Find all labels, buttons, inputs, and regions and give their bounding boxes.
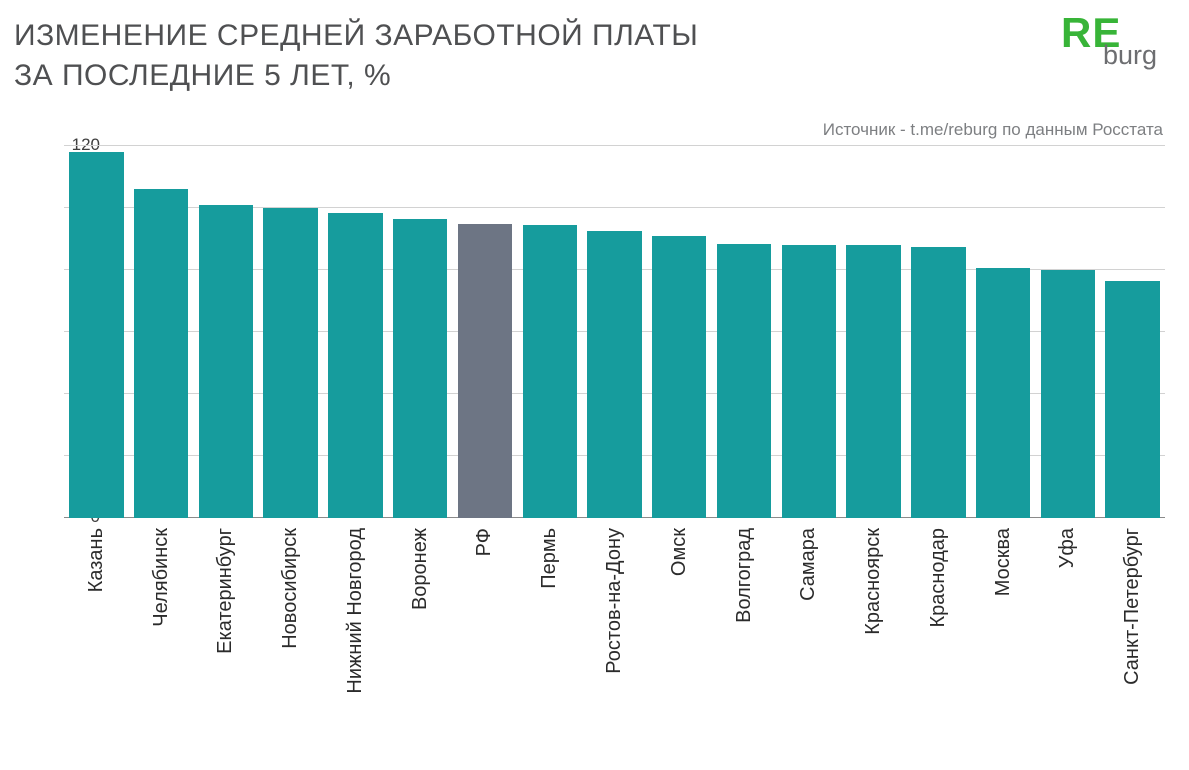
bar-Краснодар bbox=[911, 246, 966, 518]
logo-re-text: RE bbox=[1061, 9, 1122, 56]
x-label-slot: Уфа bbox=[1035, 528, 1100, 768]
bar-Уфа bbox=[1040, 270, 1096, 518]
bar-РФ bbox=[457, 223, 513, 518]
bar-Нижний Новгород bbox=[328, 212, 383, 518]
bar-slot bbox=[906, 146, 971, 518]
gridline bbox=[64, 145, 1165, 146]
page-title: ИЗМЕНЕНИЕ СРЕДНЕЙ ЗАРАБОТНОЙ ПЛАТЫ ЗА ПО… bbox=[14, 16, 698, 96]
bar-slot bbox=[517, 146, 582, 518]
x-axis-label: Ростов-на-Дону bbox=[603, 528, 625, 674]
gridline bbox=[64, 207, 1165, 208]
logo-burg-text: burg bbox=[1103, 40, 1158, 70]
bar-slot bbox=[194, 146, 259, 518]
x-axis-label: Красноярск bbox=[862, 528, 885, 635]
x-label-slot: Казань bbox=[64, 528, 129, 768]
bar-chart: 020406080100120 Казань Челябинск Екатеринб… bbox=[14, 135, 1165, 768]
x-label-slot: Новосибирск bbox=[258, 528, 323, 768]
x-axis-label: Пермь bbox=[538, 528, 561, 589]
x-axis-label: Челябинск bbox=[149, 528, 172, 627]
y-tick-label: 120 bbox=[71, 135, 100, 154]
bar-Санкт-Петербург bbox=[1105, 280, 1160, 518]
x-axis-label: Волгоград bbox=[732, 528, 755, 623]
x-axis-labels: Казань Челябинск Екатеринбург Новосибирск Ни… bbox=[64, 528, 1165, 768]
reburg-logo: RE burg bbox=[1061, 12, 1171, 69]
bars-container bbox=[64, 146, 1165, 518]
source-attribution: Источник - t.me/reburg по данным Росстат… bbox=[822, 120, 1163, 139]
x-axis-label: Самара bbox=[797, 528, 820, 601]
x-label-slot: Красноярск bbox=[841, 528, 906, 768]
bar-Екатеринбург bbox=[198, 204, 254, 518]
x-axis-label: Москва bbox=[991, 528, 1014, 597]
x-axis-label: Казань bbox=[84, 528, 107, 593]
bar-slot bbox=[971, 146, 1036, 518]
bar-slot bbox=[776, 146, 841, 518]
x-label-slot: РФ bbox=[453, 528, 518, 768]
x-axis-label: Новосибирск bbox=[279, 528, 302, 649]
bar-Красноярск bbox=[846, 245, 901, 518]
x-axis-label: РФ bbox=[473, 528, 496, 557]
title-line-1: ИЗМЕНЕНИЕ СРЕДНЕЙ ЗАРАБОТНОЙ ПЛАТЫ bbox=[14, 19, 699, 52]
x-label-slot: Москва bbox=[971, 528, 1036, 768]
bar-Самара bbox=[781, 245, 836, 518]
x-axis-label: Краснодар bbox=[926, 528, 949, 628]
bar-Казань bbox=[69, 152, 124, 518]
bar-Москва bbox=[975, 268, 1031, 518]
bar-Воронеж bbox=[393, 218, 448, 518]
bar-slot bbox=[453, 146, 518, 518]
bar-slot bbox=[841, 146, 906, 518]
bar-slot bbox=[1035, 146, 1100, 518]
x-axis-label: Уфа bbox=[1056, 528, 1079, 569]
x-label-slot: Омск bbox=[647, 528, 712, 768]
bar-Новосибирск bbox=[263, 208, 318, 518]
x-label-slot: Санкт-Петербург bbox=[1100, 528, 1165, 768]
bar-slot bbox=[323, 146, 388, 518]
x-label-slot: Пермь bbox=[517, 528, 582, 768]
x-axis-label: Екатеринбург bbox=[214, 528, 237, 654]
x-label-slot: Краснодар bbox=[906, 528, 971, 768]
x-label-slot: Волгоград bbox=[712, 528, 777, 768]
x-label-slot: Нижний Новгород bbox=[323, 528, 388, 768]
x-axis-label: Воронеж bbox=[408, 528, 431, 611]
bar-Волгоград bbox=[716, 243, 772, 518]
x-axis-label: Нижний Новгород bbox=[343, 528, 366, 694]
bar-slot bbox=[647, 146, 712, 518]
bar-Пермь bbox=[522, 225, 577, 518]
bar-Омск bbox=[652, 235, 707, 518]
bar-slot bbox=[258, 146, 323, 518]
x-label-slot: Воронеж bbox=[388, 528, 453, 768]
bar-slot bbox=[388, 146, 453, 518]
bar-slot bbox=[129, 146, 194, 518]
bar-Челябинск bbox=[133, 189, 189, 518]
bar-Ростов-на-Дону bbox=[587, 231, 642, 518]
bar-slot bbox=[582, 146, 647, 518]
bar-slot bbox=[1100, 146, 1165, 518]
plot-area: 020406080100120 bbox=[64, 135, 1165, 526]
x-label-slot: Ростов-на-Дону bbox=[582, 528, 647, 768]
title-line-2: ЗА ПОСЛЕДНИЕ 5 ЛЕТ, % bbox=[14, 59, 392, 92]
bar-slot bbox=[712, 146, 777, 518]
x-label-slot: Екатеринбург bbox=[194, 528, 259, 768]
x-label-slot: Самара bbox=[776, 528, 841, 768]
x-axis-label: Санкт-Петербург bbox=[1121, 528, 1144, 685]
x-label-slot: Челябинск bbox=[129, 528, 194, 768]
bar-slot bbox=[64, 146, 129, 518]
x-axis-label: Омск bbox=[667, 528, 690, 577]
